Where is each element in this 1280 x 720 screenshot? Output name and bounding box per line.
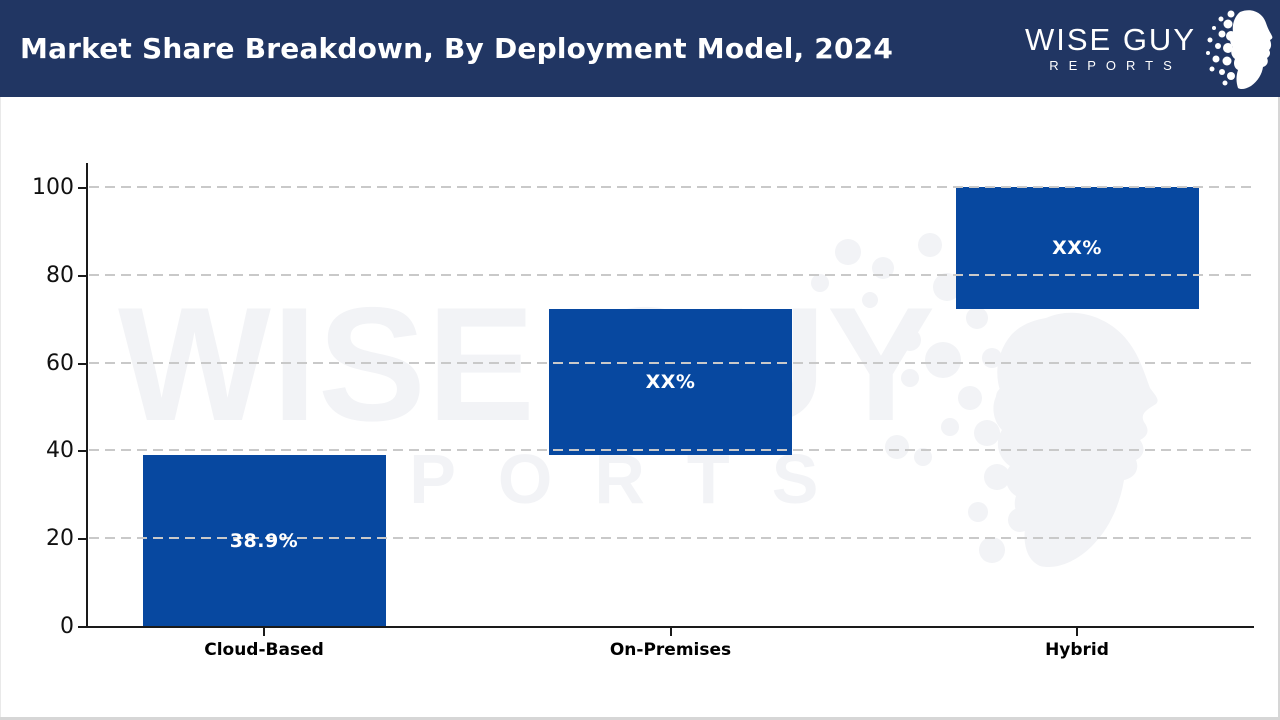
x-tickmark-0 — [263, 628, 265, 636]
bar-hybrid — [955, 187, 1199, 310]
brand-face-icon — [1206, 9, 1273, 89]
bar-on-premises — [549, 309, 792, 456]
bar-cloud-based — [142, 455, 386, 626]
gridline-40 — [89, 449, 1254, 452]
y-tickmark-20 — [78, 538, 86, 541]
y-tick-label-80: 80 — [46, 262, 74, 288]
gridline-80 — [89, 273, 1254, 276]
y-tickmark-0 — [78, 626, 86, 628]
y-tickmark-60 — [78, 362, 86, 365]
bar-value-label: XX% — [1052, 237, 1102, 260]
x-tick-label: On-Premises — [609, 640, 732, 660]
gridline-20 — [89, 537, 1254, 540]
y-tick-label-0: 0 — [60, 614, 74, 639]
gridline-100 — [89, 186, 1254, 188]
y-tickmark-40 — [78, 450, 86, 453]
y-tick-label-20: 20 — [46, 526, 74, 552]
gridline-60 — [89, 361, 1254, 364]
brand-logo: WISE GUY REPORTS — [1025, 6, 1274, 92]
y-tick-label-40: 40 — [46, 438, 74, 464]
header-background — [0, 0, 1280, 97]
header-bar: Market Share Breakdown, By Deployment Mo… — [0, 0, 1280, 97]
x-axis-line — [86, 626, 1254, 628]
x-tick-label: Hybrid — [1045, 640, 1109, 660]
brand-name: WISE GUY — [1024, 22, 1196, 58]
y-tick-label-60: 60 — [46, 350, 74, 376]
chart-title: Market Share Breakdown, By Deployment Mo… — [20, 32, 894, 65]
y-tickmark-100 — [78, 187, 86, 189]
brand-subname: REPORTS — [1049, 57, 1182, 73]
bar-value-label: 38.9% — [229, 529, 299, 552]
y-axis-line — [86, 163, 88, 628]
x-tick-label: Cloud-Based — [204, 640, 324, 660]
y-tickmark-80 — [78, 274, 86, 277]
brand-logo-text: WISE GUY REPORTS — [1025, 24, 1196, 73]
x-tickmark-2 — [1076, 628, 1078, 636]
bar-value-label: XX% — [645, 371, 696, 394]
y-tick-label-100: 100 — [32, 175, 74, 200]
watermark-text-wiseguy: WISE GUY — [118, 274, 937, 455]
x-tickmark-1 — [669, 628, 672, 636]
watermark-face-icon — [811, 233, 1158, 568]
